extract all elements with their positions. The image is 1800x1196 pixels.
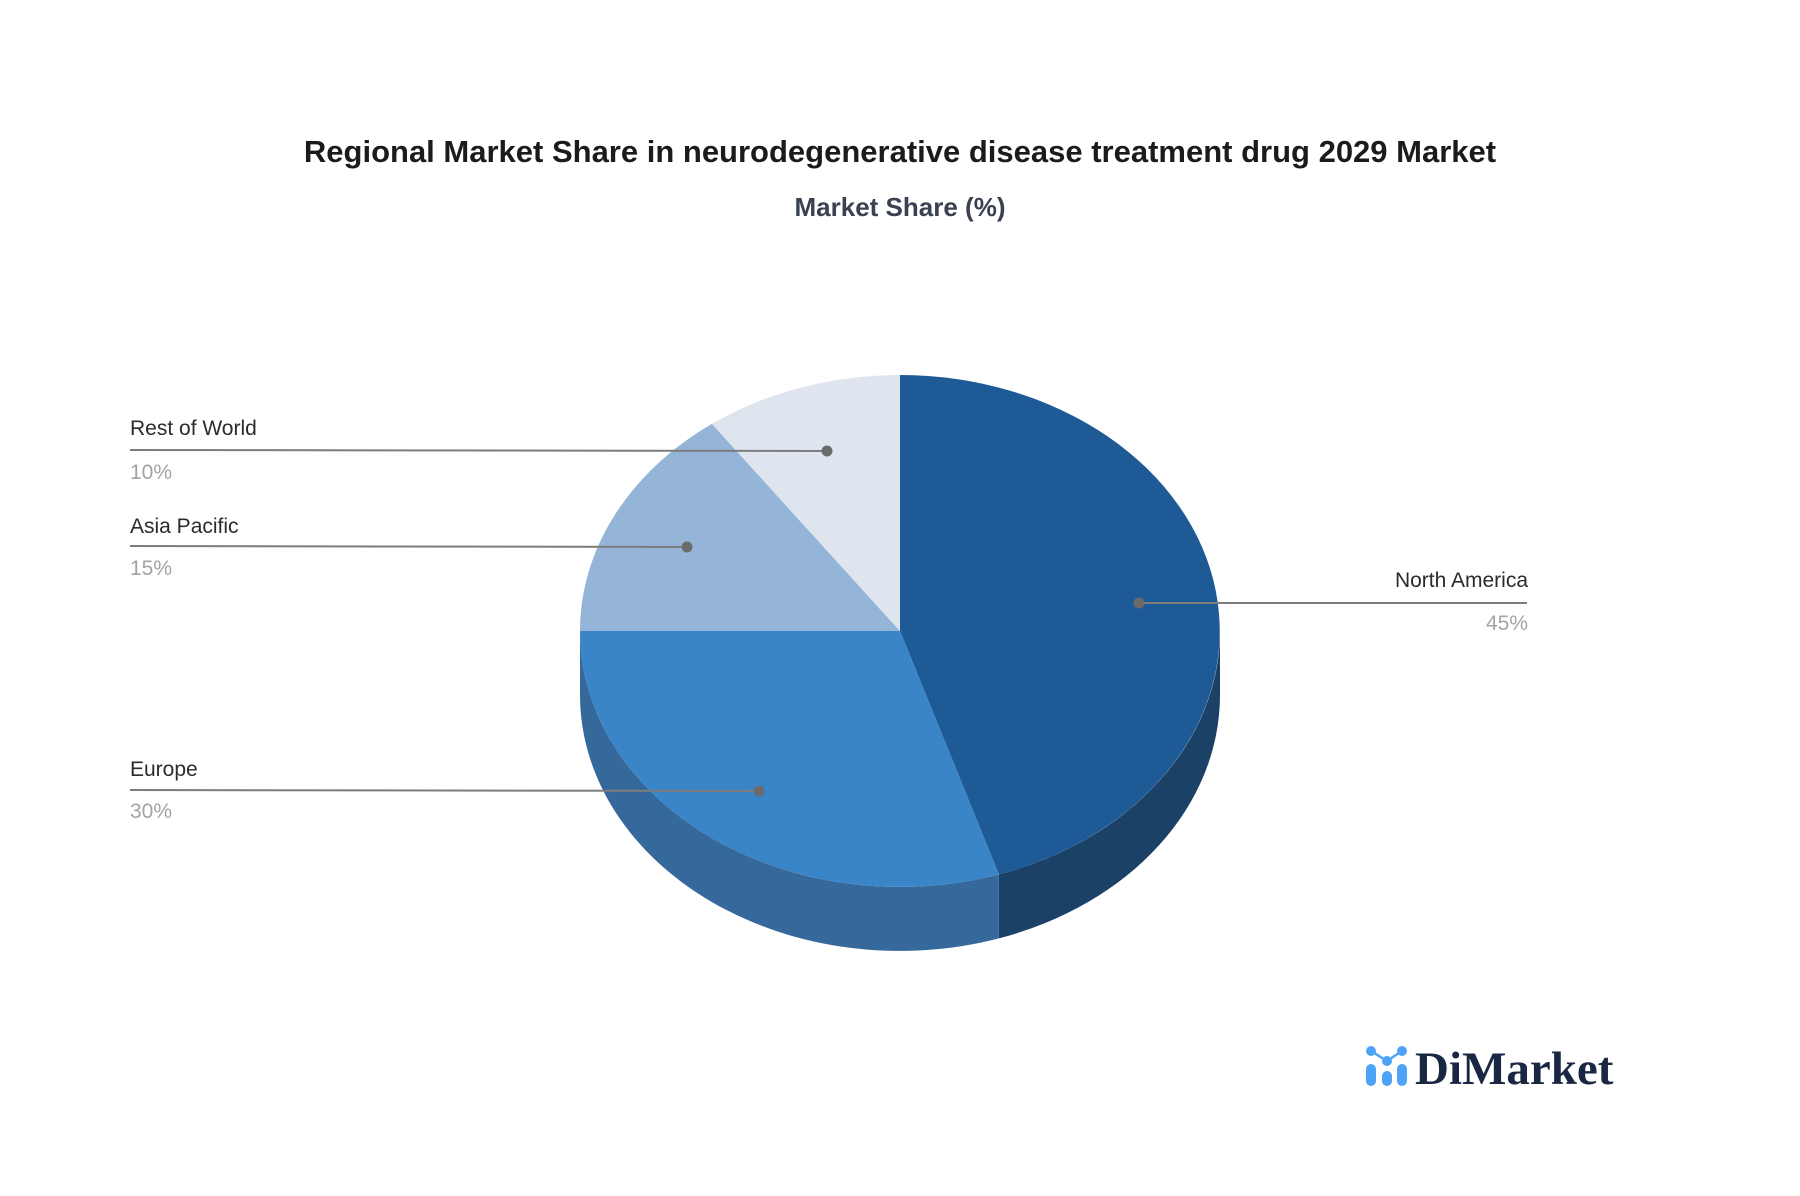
slice-label-asia-pacific: Asia Pacific (130, 515, 239, 538)
leader-line-rest-of-world (129, 449, 828, 452)
chart-title: Regional Market Share in neurodegenerati… (303, 134, 1497, 169)
bar-chart-with-trend-icon (1366, 1046, 1407, 1086)
slice-label-north-america: North America (1394, 569, 1528, 592)
slice-value-europe: 30% (130, 800, 173, 823)
leader-dot-europe (753, 785, 765, 797)
slice-label-rest-of-world: Rest of World (130, 417, 257, 440)
logo-text: DiMarket (1415, 1043, 1614, 1095)
chart-subtitle: Market Share (%) (794, 192, 1006, 222)
slice-label-europe: Europe (130, 758, 198, 781)
dimarket-logo: DiMarket (1362, 1040, 1692, 1100)
pie-side-europe (580, 631, 999, 951)
leader-dot-rest-of-world (821, 445, 833, 457)
pie-side-north-america (998, 631, 1220, 939)
pie-slice-europe[interactable] (580, 631, 999, 887)
pie-slice-rest-of-world[interactable] (711, 375, 900, 631)
leader-line-europe (129, 789, 760, 792)
pie-slice-north-america[interactable] (900, 375, 1220, 875)
leader-line-asia-pacific (129, 545, 688, 548)
pie-slice-asia-pacific[interactable] (580, 423, 900, 631)
leader-dot-north-america (1133, 597, 1145, 609)
leader-dot-asia-pacific (681, 541, 693, 553)
slice-value-asia-pacific: 15% (130, 557, 173, 580)
slice-value-rest-of-world: 10% (130, 461, 173, 484)
slice-value-north-america: 45% (1485, 612, 1528, 635)
